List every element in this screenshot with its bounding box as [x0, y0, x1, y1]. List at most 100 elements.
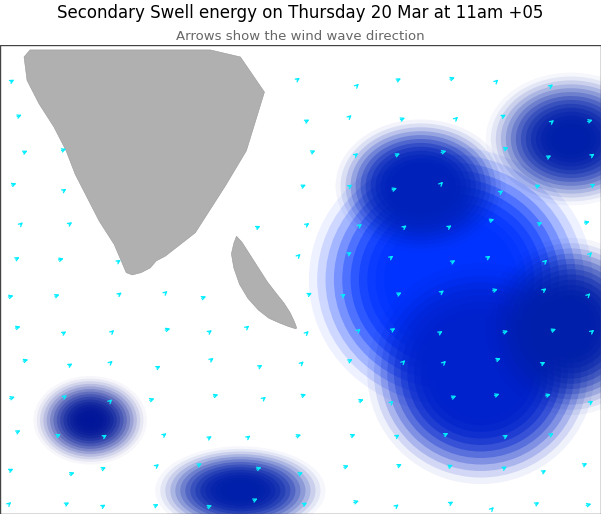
Ellipse shape — [474, 367, 487, 380]
Ellipse shape — [536, 112, 601, 167]
Ellipse shape — [546, 301, 596, 353]
Ellipse shape — [491, 243, 601, 410]
Ellipse shape — [461, 354, 501, 393]
Ellipse shape — [60, 397, 120, 444]
Ellipse shape — [566, 321, 576, 332]
Ellipse shape — [506, 259, 601, 394]
Ellipse shape — [406, 174, 436, 197]
Ellipse shape — [367, 263, 594, 484]
Ellipse shape — [341, 123, 501, 248]
Ellipse shape — [206, 472, 275, 509]
Ellipse shape — [416, 182, 426, 190]
Ellipse shape — [326, 162, 576, 397]
Ellipse shape — [170, 454, 311, 514]
Ellipse shape — [551, 306, 591, 347]
Ellipse shape — [359, 194, 543, 365]
Ellipse shape — [342, 178, 560, 381]
Ellipse shape — [536, 290, 601, 363]
Ellipse shape — [506, 88, 601, 190]
Ellipse shape — [501, 253, 601, 399]
Ellipse shape — [200, 470, 281, 511]
Ellipse shape — [380, 276, 581, 471]
Ellipse shape — [317, 155, 584, 405]
Ellipse shape — [426, 256, 476, 303]
Ellipse shape — [401, 170, 441, 201]
Text: Arrows show the wind wave direction: Arrows show the wind wave direction — [176, 30, 425, 43]
Ellipse shape — [309, 147, 593, 412]
Ellipse shape — [350, 186, 551, 373]
Ellipse shape — [165, 451, 316, 514]
Ellipse shape — [447, 341, 514, 406]
Ellipse shape — [491, 77, 601, 201]
Ellipse shape — [427, 321, 534, 426]
Ellipse shape — [53, 392, 127, 449]
Ellipse shape — [221, 480, 260, 501]
Ellipse shape — [180, 460, 300, 514]
Ellipse shape — [215, 478, 266, 504]
Ellipse shape — [421, 315, 541, 432]
Ellipse shape — [401, 295, 561, 451]
Ellipse shape — [410, 178, 431, 194]
Polygon shape — [24, 50, 264, 275]
Ellipse shape — [526, 104, 601, 174]
Ellipse shape — [546, 119, 596, 158]
Ellipse shape — [561, 131, 581, 147]
Ellipse shape — [346, 127, 496, 245]
Ellipse shape — [87, 418, 94, 423]
Ellipse shape — [414, 308, 548, 438]
Ellipse shape — [175, 457, 305, 514]
Ellipse shape — [376, 209, 526, 350]
Ellipse shape — [407, 302, 554, 445]
Ellipse shape — [516, 269, 601, 384]
Ellipse shape — [365, 143, 476, 229]
Ellipse shape — [441, 334, 521, 412]
Ellipse shape — [561, 316, 581, 337]
Ellipse shape — [380, 155, 461, 217]
Ellipse shape — [50, 389, 130, 451]
Ellipse shape — [496, 80, 601, 197]
Ellipse shape — [496, 248, 601, 405]
Ellipse shape — [361, 139, 481, 233]
Ellipse shape — [73, 407, 107, 433]
Ellipse shape — [541, 295, 601, 358]
Ellipse shape — [387, 282, 575, 465]
Ellipse shape — [401, 233, 501, 326]
Ellipse shape — [541, 116, 601, 162]
Ellipse shape — [395, 167, 446, 206]
Ellipse shape — [77, 410, 103, 431]
Ellipse shape — [43, 384, 137, 457]
Ellipse shape — [56, 394, 124, 446]
Ellipse shape — [185, 462, 296, 514]
Ellipse shape — [37, 379, 144, 462]
Ellipse shape — [511, 92, 601, 186]
Ellipse shape — [501, 84, 601, 194]
Ellipse shape — [367, 201, 534, 358]
Ellipse shape — [556, 311, 586, 342]
Ellipse shape — [531, 108, 601, 170]
Ellipse shape — [80, 412, 100, 428]
Polygon shape — [231, 236, 297, 329]
Text: Secondary Swell energy on Thursday 20 Mar at 11am +05: Secondary Swell energy on Thursday 20 Ma… — [57, 4, 544, 22]
Ellipse shape — [376, 151, 466, 221]
Ellipse shape — [47, 387, 133, 454]
Ellipse shape — [511, 264, 601, 389]
Ellipse shape — [442, 272, 459, 287]
Ellipse shape — [566, 135, 576, 143]
Ellipse shape — [191, 465, 290, 514]
Ellipse shape — [454, 347, 507, 399]
Ellipse shape — [64, 399, 117, 441]
Ellipse shape — [468, 360, 494, 387]
Ellipse shape — [236, 488, 245, 493]
Ellipse shape — [67, 402, 114, 438]
Ellipse shape — [521, 100, 601, 178]
Ellipse shape — [384, 217, 517, 342]
Ellipse shape — [356, 135, 486, 236]
Ellipse shape — [230, 485, 251, 496]
Ellipse shape — [394, 289, 567, 458]
Ellipse shape — [526, 280, 601, 373]
Ellipse shape — [386, 158, 456, 213]
Ellipse shape — [391, 162, 451, 209]
Ellipse shape — [195, 467, 285, 514]
Ellipse shape — [210, 475, 270, 506]
Ellipse shape — [84, 415, 97, 426]
